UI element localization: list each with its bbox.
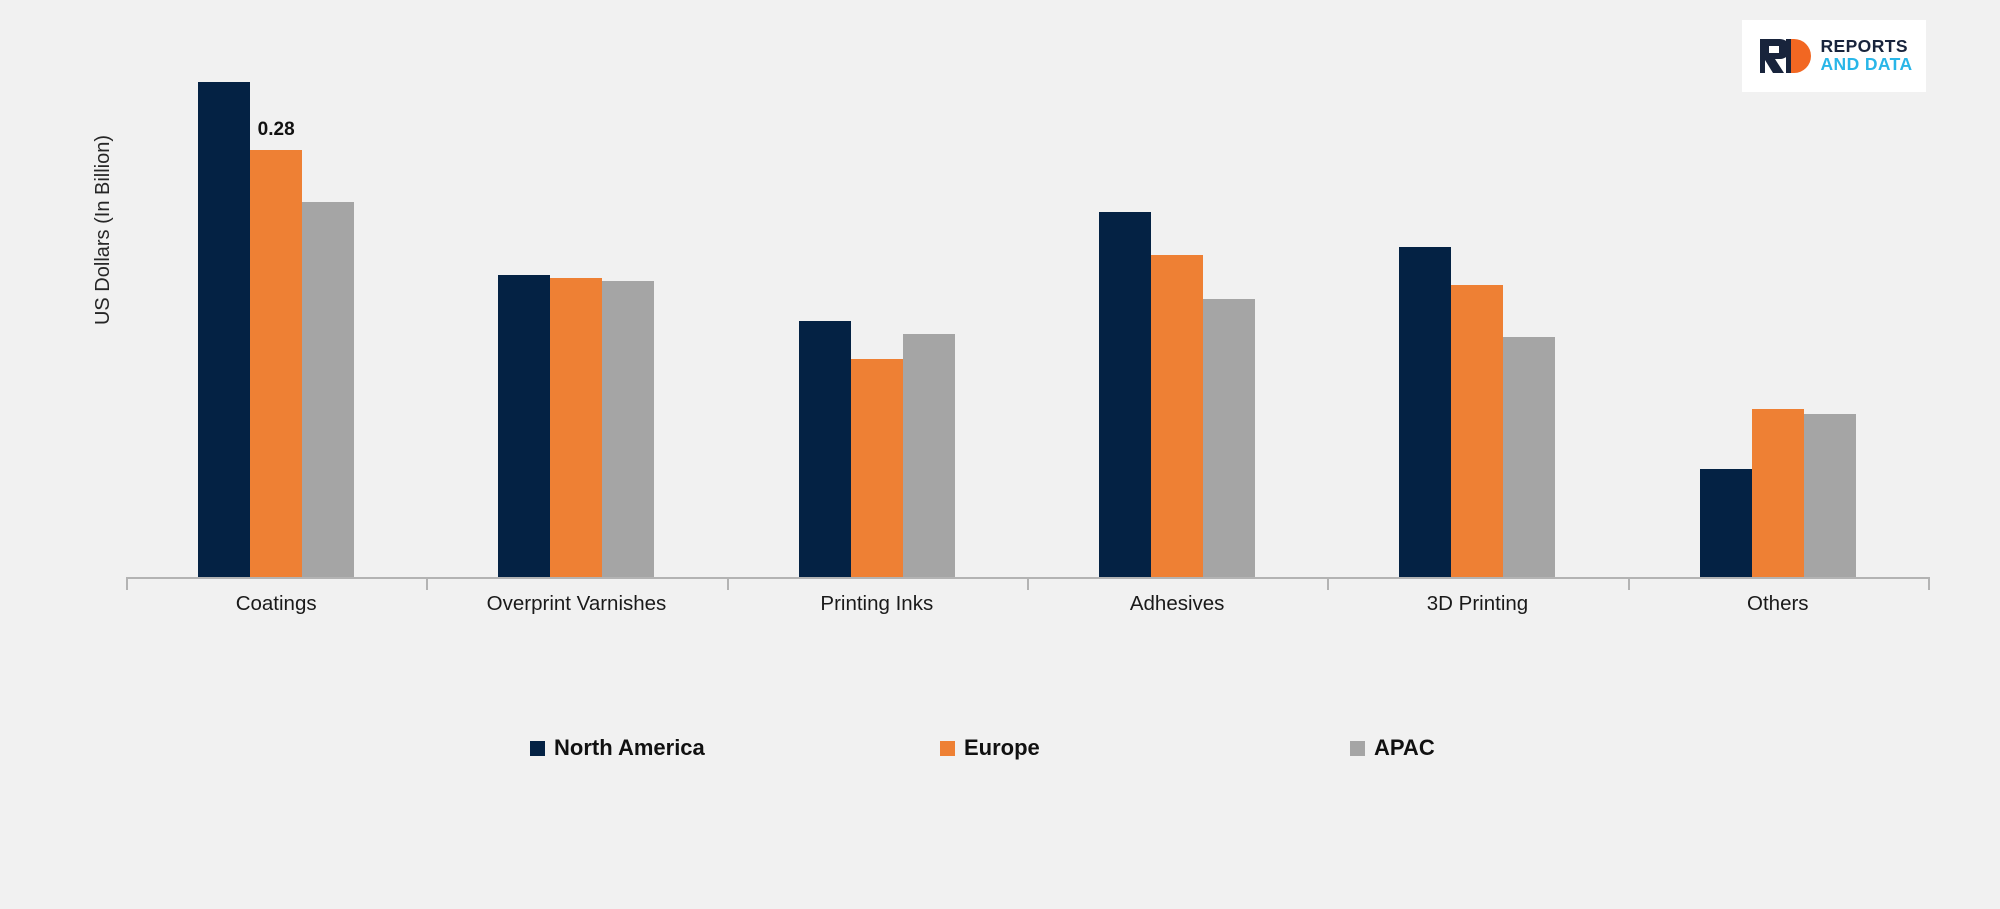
bar[interactable] [302, 201, 355, 577]
bar[interactable] [198, 82, 251, 577]
axis-tick [1928, 577, 1930, 590]
legend-label: North America [554, 735, 705, 760]
logo-inner: REPORTS AND DATA [1756, 33, 1913, 79]
bar-cluster [426, 58, 726, 577]
bar-group [1327, 58, 1627, 577]
brand-logo: REPORTS AND DATA [1742, 20, 1926, 92]
axis-tick [1027, 577, 1029, 590]
axis-tick [126, 577, 128, 590]
bar[interactable] [602, 280, 655, 577]
x-axis-label: Coatings [235, 592, 317, 615]
rd-monogram-icon [1759, 39, 1811, 73]
bar[interactable] [850, 358, 903, 577]
x-axis-label: Overprint Varnishes [486, 592, 667, 615]
legend-label: Europe [964, 735, 1040, 760]
bar[interactable] [798, 320, 851, 577]
bar[interactable] [1151, 254, 1204, 577]
plot-area: 0.28 [126, 58, 1928, 577]
axis-tick [426, 577, 429, 590]
bar[interactable] [1751, 409, 1804, 577]
bar-cluster [727, 58, 1027, 577]
legend-color-swatch [1350, 740, 1365, 756]
bar-value-label: 0.28 [257, 118, 295, 140]
bar[interactable] [1451, 285, 1504, 577]
x-axis-label: Adhesives [1129, 592, 1225, 615]
x-axis-category-labels: Coatings Overprint Varnishes Printing Inks… [126, 592, 1928, 616]
bar[interactable] [1503, 337, 1556, 577]
axis-tick [726, 577, 729, 590]
bar[interactable] [550, 277, 603, 577]
bar-group [1027, 58, 1327, 577]
bar-cluster [1628, 58, 1928, 577]
axis-tick [1627, 577, 1630, 590]
x-axis-label: Printing Inks [820, 592, 934, 615]
bar-group [727, 58, 1027, 577]
bar-cluster [1327, 58, 1627, 577]
legend-item[interactable]: APAC [1350, 735, 1760, 761]
logo-line-1: REPORTS [1820, 36, 1908, 57]
bar[interactable] [498, 274, 551, 577]
legend-label: APAC [1374, 735, 1435, 760]
chart-legend: North America Europe APAC [126, 735, 1928, 761]
bar-group: 0.28 [126, 58, 426, 577]
bar[interactable]: 0.28 [250, 119, 303, 577]
y-axis-title: US Dollars (In Billion) [92, 134, 114, 326]
bar-groups: 0.28 [126, 58, 1928, 577]
x-axis-label: Others [1747, 592, 1809, 615]
logo-wordmark: REPORTS AND DATA [1820, 36, 1913, 74]
bar[interactable] [1203, 299, 1256, 577]
bar[interactable] [902, 334, 955, 577]
bar[interactable] [1099, 212, 1152, 577]
x-axis-label: 3D Printing [1426, 592, 1529, 615]
bar[interactable] [1399, 247, 1452, 577]
axis-tick [1327, 577, 1330, 590]
legend-item[interactable]: Europe [940, 735, 1350, 761]
bar-cluster [1027, 58, 1327, 577]
bar-cluster: 0.28 [126, 58, 426, 577]
logo-line-2: AND DATA [1820, 54, 1913, 74]
bar-group [426, 58, 726, 577]
legend-item[interactable]: North America [530, 735, 940, 761]
legend-color-swatch [530, 740, 545, 756]
bar[interactable] [1803, 413, 1856, 577]
bar[interactable] [1699, 468, 1752, 577]
legend-color-swatch [940, 740, 955, 756]
bar-group [1628, 58, 1928, 577]
